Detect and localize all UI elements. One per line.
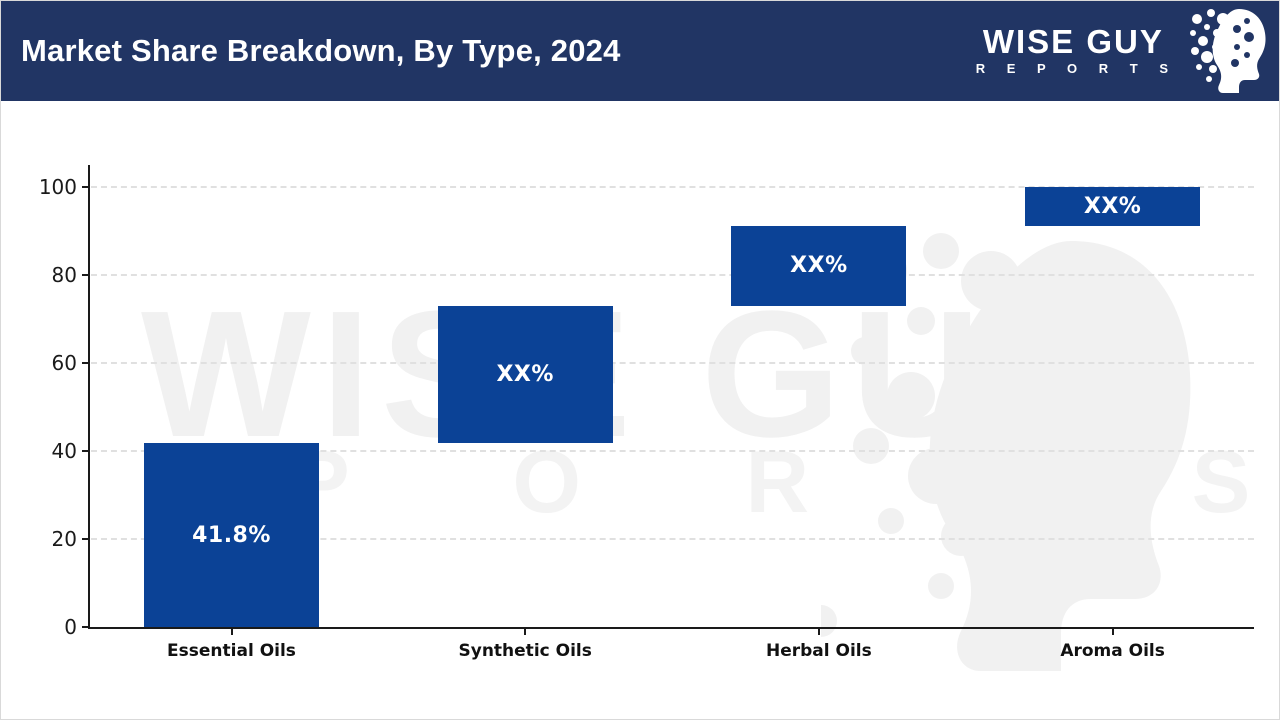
header-bar: Market Share Breakdown, By Type, 2024 WI… — [1, 1, 1279, 101]
category-label: Aroma Oils — [1060, 641, 1165, 661]
y-axis-tick-label: 80 — [51, 263, 77, 287]
y-axis-tick-label: 0 — [64, 615, 77, 639]
wiseguy-logo: WISE GUY R E P O R T S — [970, 1, 1271, 101]
x-axis-tick — [1111, 628, 1114, 635]
page-title: Market Share Breakdown, By Type, 2024 — [21, 33, 621, 68]
y-axis-tick — [82, 186, 89, 188]
gridline — [91, 274, 1254, 276]
y-axis-tick-label: 20 — [51, 527, 77, 551]
x-axis-tick — [524, 628, 527, 635]
gridline — [91, 538, 1254, 540]
logo-text: WISE GUY R E P O R T S — [970, 25, 1177, 77]
bar-value-label: XX% — [790, 253, 848, 279]
y-axis-tick — [82, 274, 89, 276]
y-axis-tick-label: 60 — [51, 351, 77, 375]
category-label: Essential Oils — [167, 641, 296, 661]
bar-value-label: XX% — [496, 361, 554, 387]
bar-value-label: XX% — [1083, 193, 1142, 219]
bar-synthetic-oils: XX% — [437, 305, 613, 444]
bar-herbal-oils: XX% — [731, 225, 907, 306]
y-axis-tick — [82, 538, 89, 540]
category-label: Synthetic Oils — [458, 641, 592, 661]
bar-value-label: 41.8% — [192, 522, 271, 548]
gridline — [91, 450, 1254, 452]
x-axis — [88, 627, 1254, 629]
y-axis-tick — [82, 626, 89, 628]
y-axis-tick-label: 100 — [38, 175, 77, 199]
y-axis — [88, 165, 90, 629]
x-axis-tick — [817, 628, 820, 635]
y-axis-tick — [82, 362, 89, 364]
category-label: Herbal Oils — [766, 641, 872, 661]
x-axis-tick — [230, 628, 233, 635]
logo-head-icon — [1179, 3, 1271, 99]
gridline — [91, 186, 1254, 188]
logo-subtitle: R E P O R T S — [975, 61, 1177, 76]
y-axis-tick-label: 40 — [51, 439, 77, 463]
bar-essential-oils: 41.8% — [144, 443, 319, 627]
gridline — [91, 362, 1254, 364]
y-axis-tick — [82, 450, 89, 452]
bar-aroma-oils: XX% — [1025, 187, 1201, 226]
logo-name: WISE GUY — [982, 23, 1164, 60]
